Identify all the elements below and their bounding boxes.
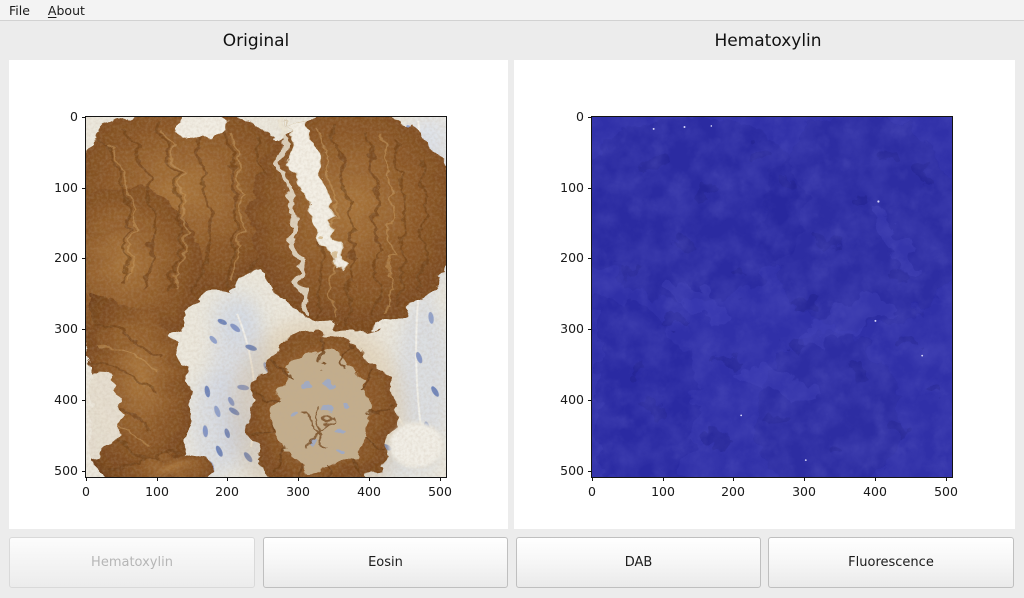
x-tick: [663, 477, 664, 481]
x-tick: [86, 477, 87, 481]
hematoxylin-channel-art: [592, 117, 952, 477]
x-tick-label: 200: [215, 484, 239, 499]
eosin-button[interactable]: Eosin: [263, 537, 508, 588]
original-image: 0 100 200 300 400 500 0 100 200 300 400 …: [54, 109, 452, 499]
x-tick-label: 200: [721, 484, 745, 499]
y-tick-label: 400: [560, 392, 584, 407]
menu-about-rest: bout: [56, 2, 85, 18]
hematoxylin-image: 0 100 200 300 400 500 0 100 200 300 400 …: [560, 109, 958, 499]
y-tick-label: 200: [54, 250, 78, 265]
y-tick: [82, 329, 86, 330]
menu-about[interactable]: About: [39, 1, 94, 20]
ihc-micrograph-art: [86, 117, 446, 477]
x-tick: [440, 477, 441, 481]
y-tick-label: 100: [54, 180, 78, 195]
titles-row: Original Hematoxylin: [0, 21, 1024, 60]
y-tick: [588, 400, 592, 401]
x-tick: [369, 477, 370, 481]
y-tick: [588, 188, 592, 189]
menu-about-underline: A: [47, 2, 57, 18]
y-tick-label: 0: [576, 109, 584, 124]
x-tick-label: 300: [792, 484, 816, 499]
y-tick-label: 500: [54, 463, 78, 478]
x-tick-label: 500: [428, 484, 452, 499]
x-tick-label: 100: [145, 484, 169, 499]
y-tick: [82, 471, 86, 472]
y-tick-label: 0: [70, 109, 78, 124]
x-tick-label: 0: [82, 484, 90, 499]
y-tick-label: 300: [560, 321, 584, 336]
x-tick: [592, 477, 593, 481]
y-tick-label: 400: [54, 392, 78, 407]
dab-button[interactable]: DAB: [516, 537, 761, 588]
hematoxylin-title: Hematoxylin: [714, 30, 822, 51]
x-tick: [227, 477, 228, 481]
x-tick: [946, 477, 947, 481]
y-tick-label: 100: [560, 180, 584, 195]
original-panel: 0 100 200 300 400 500 0 100 200 300 400 …: [9, 60, 508, 529]
y-tick-label: 200: [560, 250, 584, 265]
menu-file[interactable]: File: [9, 2, 30, 18]
x-tick-label: 0: [588, 484, 596, 499]
y-tick: [82, 400, 86, 401]
x-tick: [157, 477, 158, 481]
y-tick-label: 300: [54, 321, 78, 336]
hematoxylin-button[interactable]: Hematoxylin: [9, 537, 255, 588]
y-tick: [588, 117, 592, 118]
y-tick: [82, 117, 86, 118]
x-tick: [298, 477, 299, 481]
x-tick: [875, 477, 876, 481]
y-tick: [588, 471, 592, 472]
y-tick: [82, 258, 86, 259]
fluorescence-button[interactable]: Fluorescence: [768, 537, 1014, 588]
menu-bar: File About: [0, 0, 1024, 21]
x-tick-label: 400: [357, 484, 381, 499]
hematoxylin-panel: 0 100 200 300 400 500 0 100 200 300 400 …: [514, 60, 1015, 529]
y-tick-label: 500: [560, 463, 584, 478]
y-tick: [588, 258, 592, 259]
y-tick: [82, 188, 86, 189]
x-tick-label: 400: [863, 484, 887, 499]
y-tick: [588, 329, 592, 330]
x-tick-label: 100: [651, 484, 675, 499]
x-tick-label: 500: [934, 484, 958, 499]
x-tick: [804, 477, 805, 481]
original-title: Original: [222, 30, 290, 51]
x-tick-label: 300: [286, 484, 310, 499]
x-tick: [733, 477, 734, 481]
